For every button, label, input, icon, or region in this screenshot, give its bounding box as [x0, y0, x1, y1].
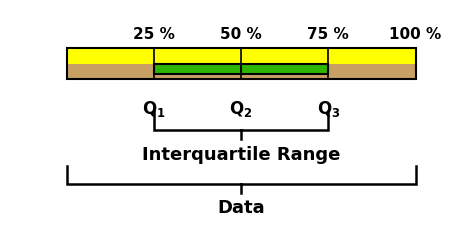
Text: 100 %: 100 %: [390, 27, 442, 42]
Bar: [66, 49, 416, 65]
Text: 25 %: 25 %: [133, 27, 175, 42]
Bar: [66, 65, 416, 79]
Text: $\mathbf{Q_1}$: $\mathbf{Q_1}$: [142, 99, 165, 119]
Text: Interquartile Range: Interquartile Range: [142, 145, 340, 163]
Bar: [154, 65, 328, 75]
Text: 75 %: 75 %: [308, 27, 349, 42]
Text: 50 %: 50 %: [220, 27, 262, 42]
Text: Data: Data: [217, 198, 265, 216]
Text: $\mathbf{Q_2}$: $\mathbf{Q_2}$: [229, 99, 253, 119]
Bar: [66, 49, 416, 79]
Text: $\mathbf{Q_3}$: $\mathbf{Q_3}$: [317, 99, 340, 119]
